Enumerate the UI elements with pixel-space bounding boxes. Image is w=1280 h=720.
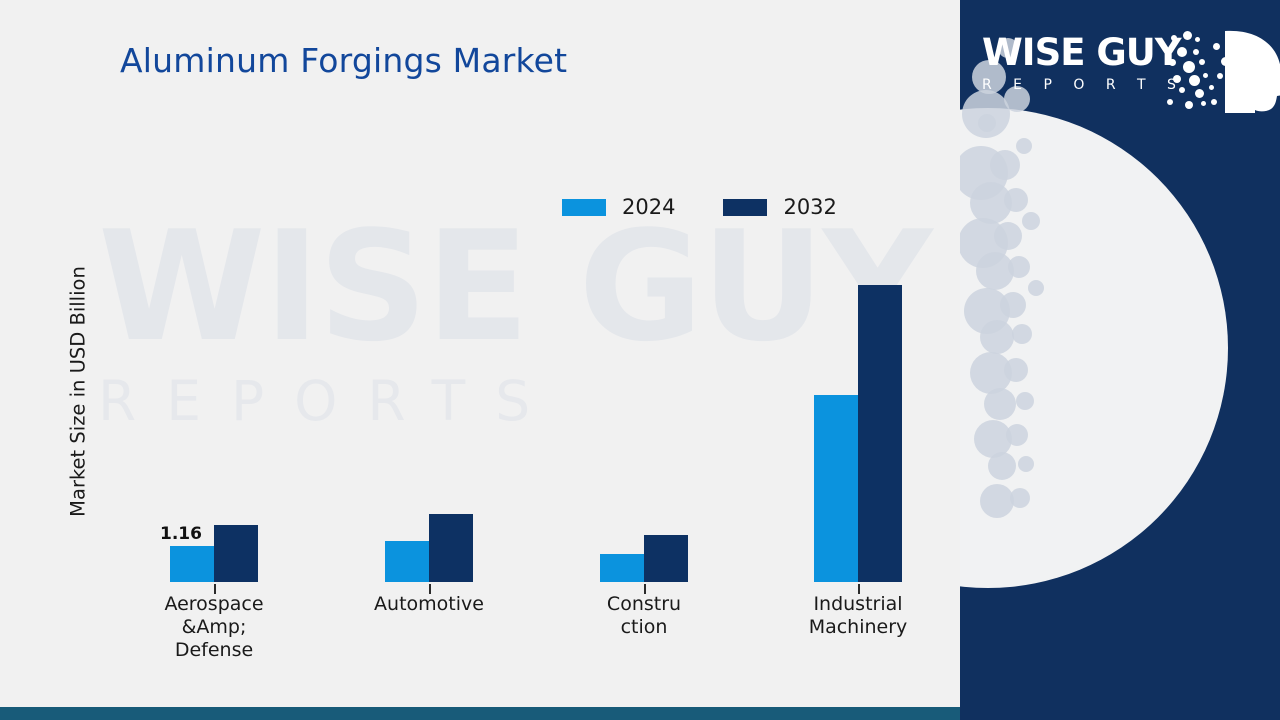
decorative-dot xyxy=(1028,280,1044,296)
bar-2024-industrial-machinery xyxy=(814,395,858,582)
decorative-dot xyxy=(1004,358,1028,382)
category-label-line: Aerospace xyxy=(164,593,264,615)
bar-value-label: 1.16 xyxy=(160,523,202,544)
decorative-dot xyxy=(998,38,1018,58)
decorative-dot xyxy=(1006,424,1028,446)
bar-2032-construction xyxy=(644,535,688,582)
decorative-dot xyxy=(994,222,1022,250)
plot-area: 1.16 Aerospace &Amp; Defense Automotive Const… xyxy=(160,242,907,661)
category-label-line: Industrial xyxy=(813,593,903,615)
decorative-dot xyxy=(972,60,1006,94)
bar-chart: Market Size in USD Billion 2024 2032 1.16… xyxy=(67,195,908,661)
category-label-line: Machinery xyxy=(808,616,908,638)
chart-legend: 2024 2032 xyxy=(562,195,837,219)
logo-dot xyxy=(1179,87,1185,93)
logo-dot xyxy=(1203,73,1208,78)
decorative-dot xyxy=(1000,292,1026,318)
decorative-dot xyxy=(1022,212,1040,230)
decorative-dot xyxy=(1004,86,1030,112)
bar-group xyxy=(385,242,473,582)
decorative-dot xyxy=(978,114,996,132)
decorative-dot xyxy=(1010,488,1030,508)
brand-logo: WISE GUY R E P O R T S xyxy=(982,30,1280,113)
category-label-line: Constru xyxy=(606,593,682,615)
logo-dot xyxy=(1167,99,1173,105)
logo-dot xyxy=(1213,43,1220,50)
legend-swatch-2032 xyxy=(723,198,768,216)
decorative-dot xyxy=(1016,138,1032,154)
decorative-dot xyxy=(1018,456,1034,472)
bar-group xyxy=(814,242,902,582)
page-title: Aluminum Forgings Market xyxy=(120,41,568,80)
decorative-dot xyxy=(1008,256,1030,278)
logo-dot xyxy=(1183,31,1192,40)
bar-2032-aerospace-amp-defense xyxy=(214,525,258,582)
decorative-dot xyxy=(980,320,1014,354)
bottom-accent-strip xyxy=(0,707,960,720)
bar-2024-aerospace-amp-defense xyxy=(170,545,214,582)
decorative-dot xyxy=(988,452,1016,480)
decorative-dot xyxy=(976,252,1014,290)
logo-dot xyxy=(1199,59,1205,65)
x-axis-category-label: Aerospace &Amp; Defense xyxy=(129,593,299,662)
logo-dot xyxy=(1195,37,1200,42)
x-axis-category-label: Automotive xyxy=(344,593,514,616)
decorative-dot xyxy=(984,388,1016,420)
legend-swatch-2024 xyxy=(562,198,606,216)
decorative-dot xyxy=(1012,324,1032,344)
logo-head-icon xyxy=(1225,30,1280,113)
x-axis-tick xyxy=(429,584,431,594)
logo-dot xyxy=(1217,73,1223,79)
decorative-dot xyxy=(1004,188,1028,212)
x-axis-tick xyxy=(644,584,646,594)
bar-2032-industrial-machinery xyxy=(858,284,902,582)
logo-dot xyxy=(1209,85,1214,90)
decorative-dot xyxy=(990,150,1020,180)
decorative-dot xyxy=(1016,392,1034,410)
bar-group xyxy=(600,242,688,582)
logo-dot xyxy=(1171,35,1177,41)
logo-dot xyxy=(1173,75,1181,83)
x-axis-tick xyxy=(214,584,216,594)
bar-2024-automotive xyxy=(385,541,429,582)
logo-dot-graphic xyxy=(1167,29,1280,113)
legend-item-2032: 2032 xyxy=(723,195,837,219)
bar-group: 1.16 xyxy=(160,242,258,582)
legend-label-2032: 2032 xyxy=(783,195,837,219)
legend-label-2024: 2024 xyxy=(622,195,676,219)
logo-dot xyxy=(1189,75,1200,86)
bar-2032-automotive xyxy=(429,514,473,582)
logo-dot xyxy=(1177,47,1187,57)
category-label-line: ction xyxy=(620,616,668,638)
bar-2024-construction xyxy=(600,554,644,582)
category-label-line: Defense xyxy=(174,639,254,661)
logo-dot xyxy=(1185,101,1193,109)
decorative-dot xyxy=(974,420,1012,458)
x-axis-category-label: Industrial Machinery xyxy=(773,593,943,639)
brand-panel xyxy=(960,0,1280,720)
category-label-line: Automotive xyxy=(374,593,484,615)
category-label-line: &Amp; xyxy=(181,616,247,638)
logo-dot xyxy=(1211,99,1217,105)
logo-dot xyxy=(1193,49,1199,55)
logo-main-text: WISE GUY xyxy=(982,31,1182,74)
logo-dot xyxy=(1195,89,1204,98)
x-axis-category-label: Constru ction xyxy=(559,593,729,639)
logo-dot xyxy=(1169,59,1176,66)
logo-dot xyxy=(1201,101,1206,106)
decorative-dot xyxy=(980,484,1014,518)
x-axis-tick xyxy=(858,584,860,594)
legend-item-2024: 2024 xyxy=(562,195,675,219)
logo-dot xyxy=(1183,61,1195,73)
logo-sub-text: R E P O R T S xyxy=(982,77,1185,93)
